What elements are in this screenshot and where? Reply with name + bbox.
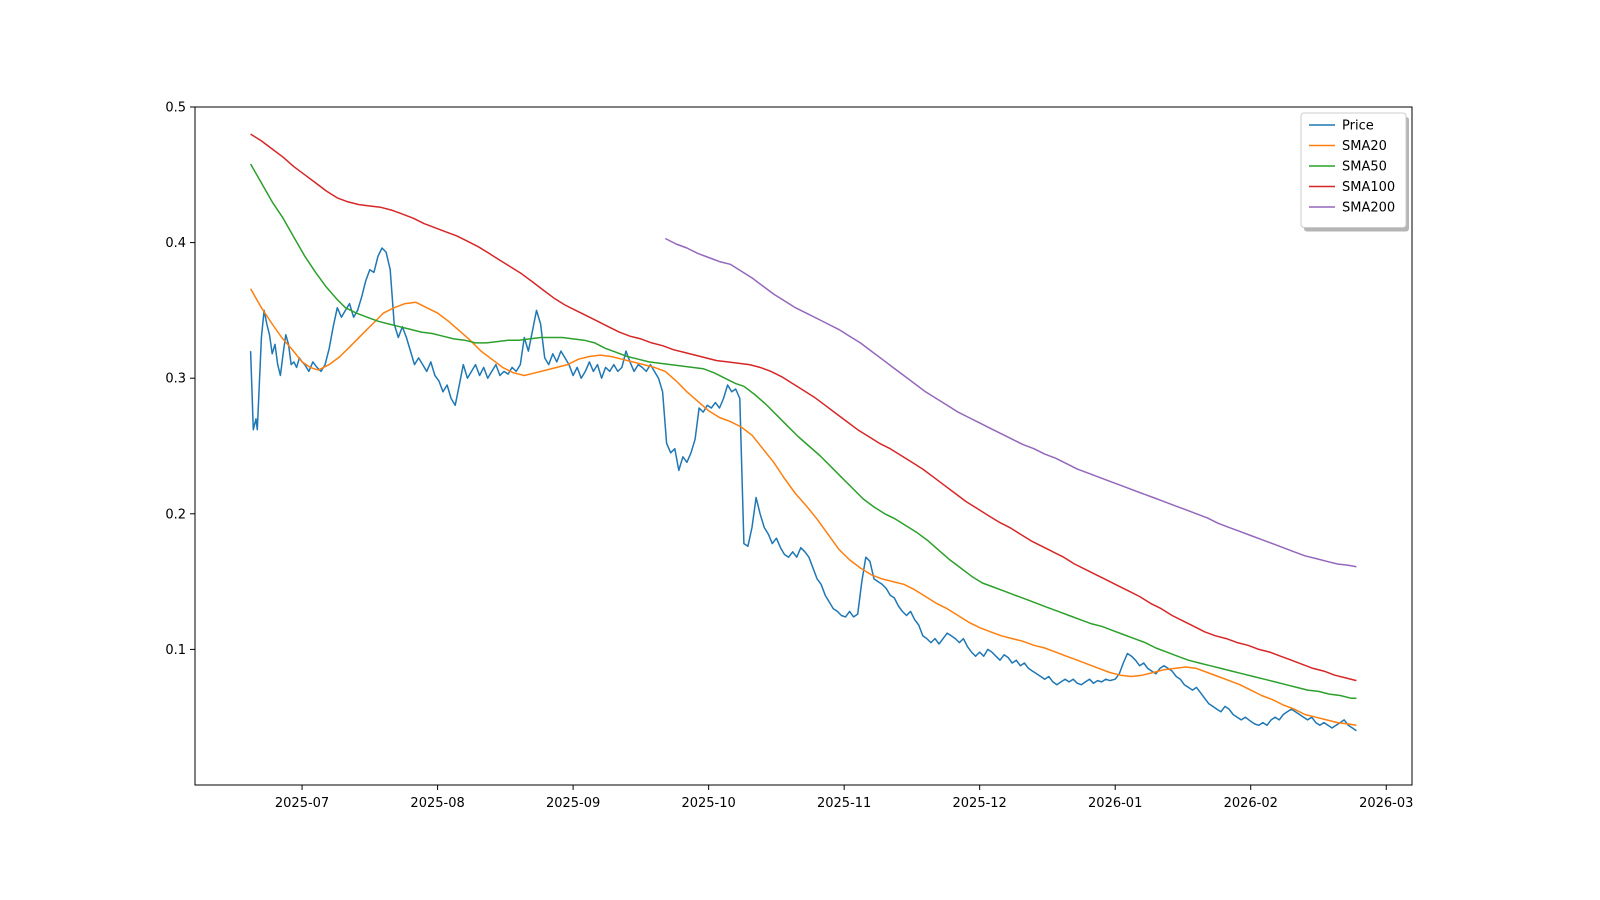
series-line-price	[249, 247, 1357, 732]
y-tick-label: 0.4	[165, 236, 186, 251]
series-line-sma20	[249, 288, 1357, 727]
series-line-sma100	[250, 133, 1357, 682]
y-tick-label: 0.1	[165, 643, 186, 658]
y-tick-label: 0.5	[165, 101, 186, 116]
legend-label-sma20: SMA20	[1342, 139, 1387, 154]
legend-label-sma50: SMA50	[1342, 160, 1387, 175]
x-tick-label: 2026-01	[1088, 796, 1142, 811]
x-tick-label: 2025-08	[410, 796, 464, 811]
y-tick-label: 0.2	[165, 507, 186, 522]
axes-frame	[194, 106, 1413, 786]
series-line-sma50	[249, 163, 1357, 699]
y-tick-label: 0.3	[165, 372, 186, 387]
x-tick-label: 2025-10	[681, 796, 735, 811]
x-tick-label: 2026-03	[1359, 796, 1413, 811]
x-tick-label: 2025-07	[275, 796, 329, 811]
legend-label-sma200: SMA200	[1342, 201, 1395, 216]
x-tick-label: 2025-09	[546, 796, 600, 811]
x-tick-label: 2025-11	[817, 796, 871, 811]
x-tick-label: 2026-02	[1224, 796, 1278, 811]
legend-label-price: Price	[1342, 119, 1374, 134]
legend-box	[1300, 112, 1407, 228]
x-tick-label: 2025-12	[953, 796, 1007, 811]
legend-label-sma100: SMA100	[1342, 180, 1395, 195]
series-line-sma200	[664, 237, 1357, 568]
